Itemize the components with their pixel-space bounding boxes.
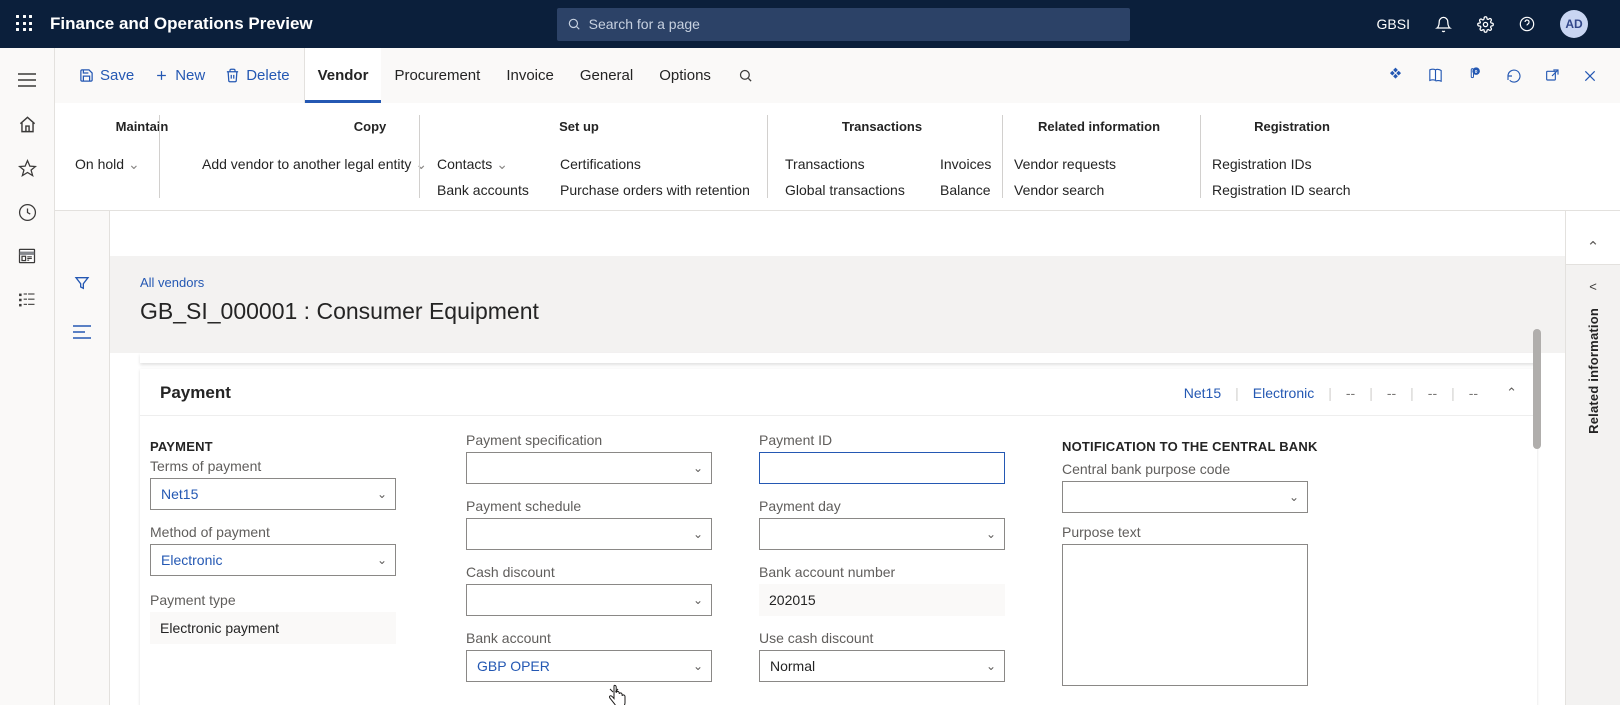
svg-text:0: 0 [1475, 68, 1478, 74]
